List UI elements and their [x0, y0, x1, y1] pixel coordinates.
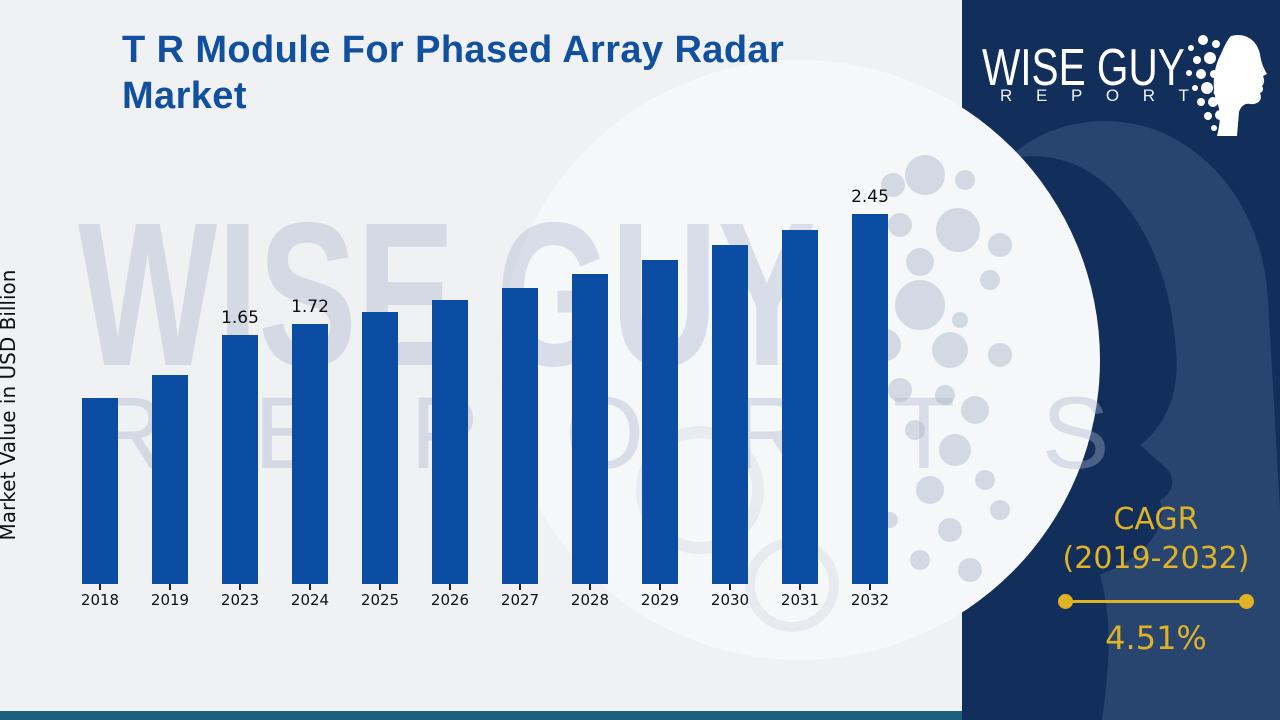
x-tick-label: 2032 — [850, 591, 890, 609]
dotted-head-profile-icon — [1186, 34, 1267, 137]
bar-2030 — [712, 245, 748, 584]
cagr-block: CAGR (2019-2032) 4.51% — [1040, 500, 1272, 657]
cagr-value: 4.51% — [1105, 619, 1207, 657]
page-title: T R Module For Phased Array Radar Market — [122, 29, 785, 117]
background-face-silhouette — [1007, 121, 1280, 720]
bottom-accent-bar — [0, 711, 962, 720]
bar-value-label: 1.65 — [221, 308, 259, 328]
x-tick — [449, 584, 451, 590]
x-tick-label: 2023 — [220, 591, 260, 609]
x-tick — [799, 584, 801, 590]
logo-reports-text: R E P O R T S — [1000, 86, 1234, 105]
bar-2018 — [82, 398, 118, 584]
x-tick — [379, 584, 381, 590]
bar-2032 — [852, 214, 888, 584]
bar-value-label: 2.45 — [851, 187, 889, 207]
y-axis-label: Market Value in USD Billion — [0, 269, 20, 541]
x-tick-label: 2028 — [570, 591, 610, 609]
x-tick — [169, 584, 171, 590]
x-tick — [659, 584, 661, 590]
x-tick — [99, 584, 101, 590]
bar-2028 — [572, 274, 608, 584]
x-tick — [729, 584, 731, 590]
bar-2023 — [222, 335, 258, 584]
cagr-divider-line — [1058, 594, 1254, 609]
x-tick-label: 2031 — [780, 591, 820, 609]
cagr-range: (2019-2032) — [1062, 541, 1250, 576]
x-tick — [869, 584, 871, 590]
x-tick-label: 2026 — [430, 591, 470, 609]
x-tick-label: 2029 — [640, 591, 680, 609]
bar-2024 — [292, 324, 328, 584]
bar-2031 — [782, 230, 818, 584]
bar-2029 — [642, 260, 678, 584]
x-tick-label: 2030 — [710, 591, 750, 609]
bar-value-label: 1.72 — [291, 297, 329, 317]
bar-2027 — [502, 288, 538, 584]
bar-chart: 2018 2019 2023 1.65 2024 1.72 2025 2026 2027 2028… — [80, 187, 890, 609]
x-tick — [589, 584, 591, 590]
x-tick — [239, 584, 241, 590]
logo-wiseguy-text: WISE GUY — [982, 39, 1185, 97]
x-tick-label: 2019 — [150, 591, 190, 609]
x-tick-label: 2027 — [500, 591, 540, 609]
x-tick-label: 2018 — [80, 591, 120, 609]
bar-2026 — [432, 300, 468, 584]
x-tick — [519, 584, 521, 590]
cagr-heading: CAGR — [1113, 502, 1199, 537]
bar-2019 — [152, 375, 188, 584]
x-tick-label: 2024 — [290, 591, 330, 609]
x-tick-label: 2025 — [360, 591, 400, 609]
bar-2025 — [362, 312, 398, 584]
x-tick — [309, 584, 311, 590]
